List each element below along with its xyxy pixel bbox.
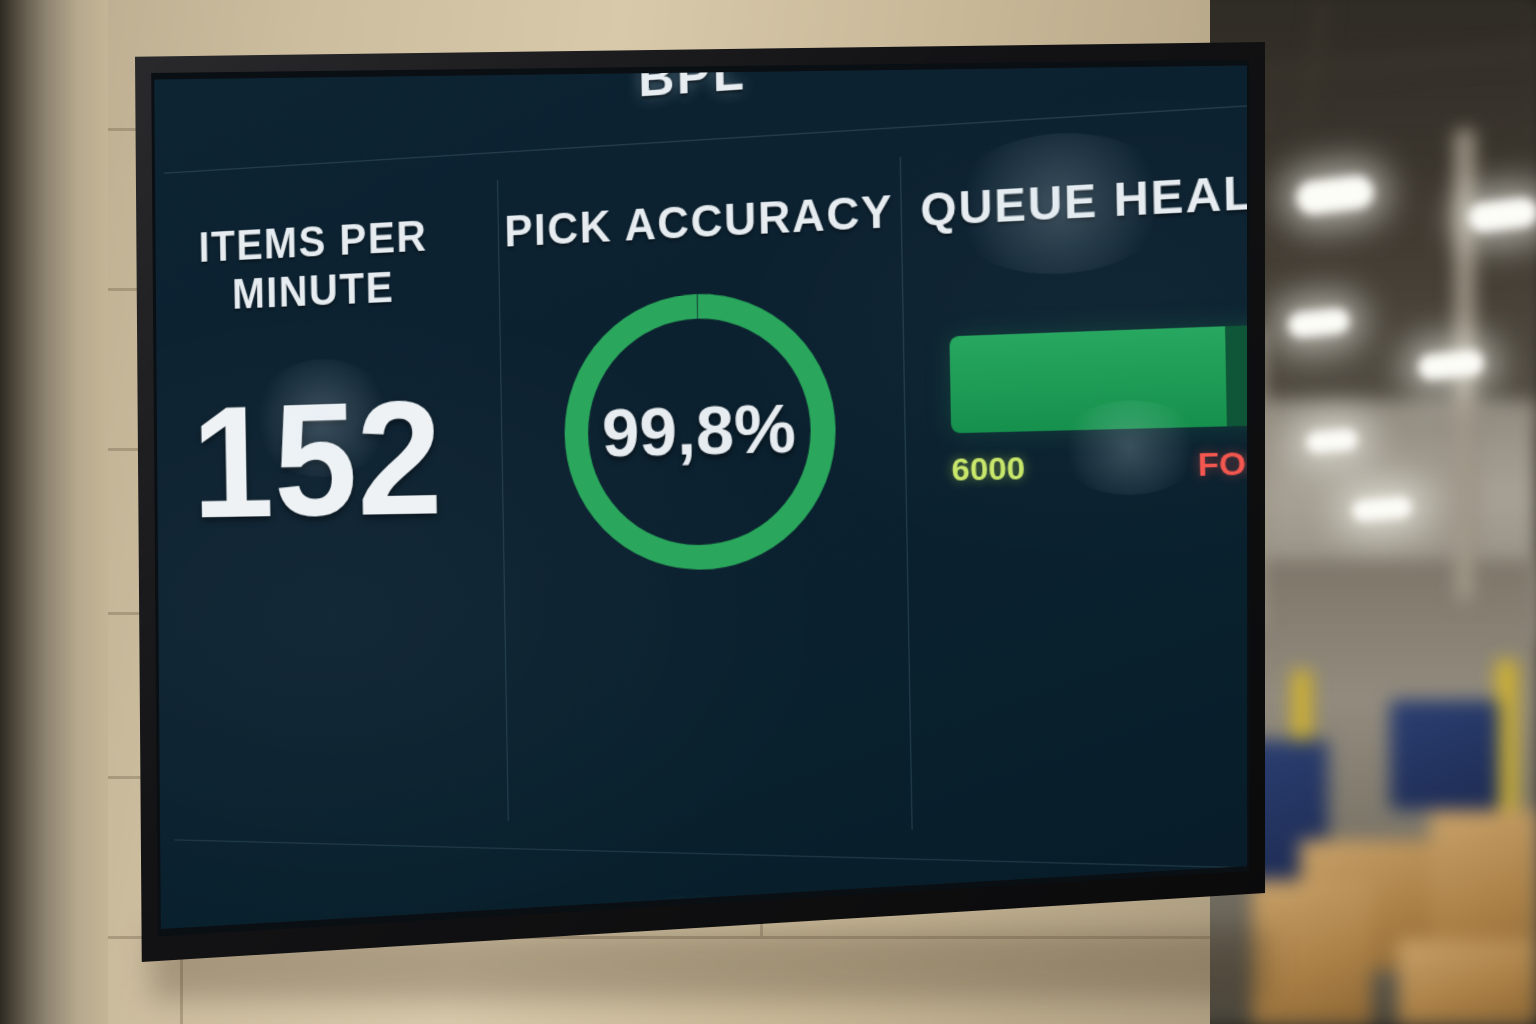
pick-accuracy-donut: 99,8% bbox=[549, 274, 851, 584]
queue-health-scale: 6000 FOOR bbox=[951, 443, 1247, 488]
panel-title-pick-accuracy: PICK ACCURACY bbox=[503, 187, 894, 257]
dashboard-canvas: BPL ITEMS PER MINUTE 152 PICK ACCURACY bbox=[154, 65, 1247, 930]
wall-corner-column bbox=[46, 0, 108, 1024]
panel-items-per-minute[interactable]: ITEMS PER MINUTE 152 bbox=[154, 152, 508, 849]
queue-health-bar-track bbox=[949, 323, 1247, 433]
queue-health-bar-fill bbox=[949, 325, 1227, 433]
panel-title-queue-health: QUEUE HEALTH bbox=[919, 163, 1247, 237]
wall-mounted-display[interactable]: BPL ITEMS PER MINUTE 152 PICK ACCURACY bbox=[135, 42, 1265, 962]
metric-pick-accuracy-value: 99,8% bbox=[601, 389, 797, 473]
queue-scale-left-label: 6000 bbox=[951, 449, 1026, 488]
queue-health-bar: 6000 FOOR bbox=[949, 323, 1247, 488]
wall-left-edge bbox=[0, 0, 46, 1024]
queue-scale-right-label: FOOR bbox=[1197, 443, 1247, 483]
metric-items-per-minute-value: 152 bbox=[190, 366, 444, 552]
panel-title-items-per-minute: ITEMS PER MINUTE bbox=[198, 212, 428, 318]
panel-queue-health[interactable]: QUEUE HEALTH 6000 FOOR bbox=[899, 99, 1247, 871]
panel-pick-accuracy[interactable]: PICK ACCURACY 99,8% bbox=[497, 127, 912, 860]
display-screen[interactable]: BPL ITEMS PER MINUTE 152 PICK ACCURACY bbox=[154, 65, 1247, 930]
kpi-panels: ITEMS PER MINUTE 152 PICK ACCURACY 99,8% bbox=[154, 99, 1247, 871]
